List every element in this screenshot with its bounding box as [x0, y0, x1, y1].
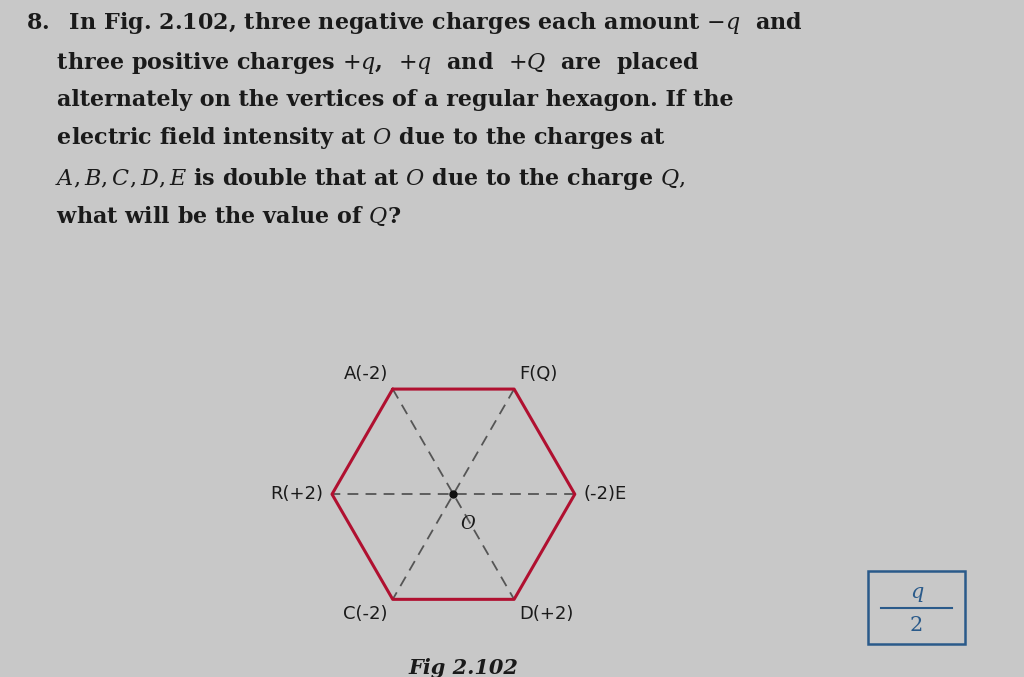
- Text: D(+2): D(+2): [519, 605, 573, 624]
- Text: $\mathbf{8.}$  In Fig. 2.102, three negative charges each amount $-q$  and
    t: $\mathbf{8.}$ In Fig. 2.102, three negat…: [26, 10, 803, 228]
- Text: O: O: [461, 515, 475, 533]
- Text: F(Q): F(Q): [519, 365, 557, 383]
- Text: 2: 2: [910, 616, 923, 635]
- Text: C(-2): C(-2): [343, 605, 388, 624]
- Text: R(+2): R(+2): [270, 485, 324, 503]
- Text: A(-2): A(-2): [343, 365, 388, 383]
- Text: Fig 2.102: Fig 2.102: [409, 658, 518, 677]
- Text: q: q: [909, 582, 924, 602]
- Text: (-2)E: (-2)E: [584, 485, 627, 503]
